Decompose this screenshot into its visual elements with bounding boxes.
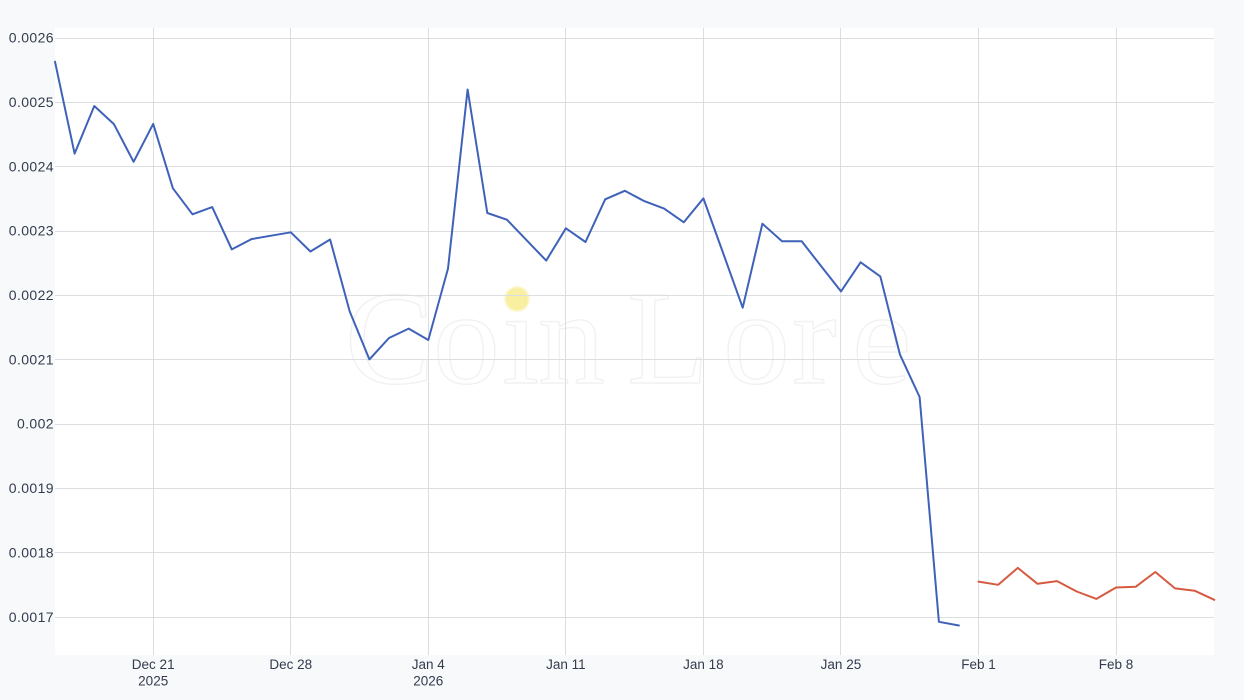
svg-text:Feb 1: Feb 1 <box>961 657 996 672</box>
svg-text:n: n <box>538 264 605 412</box>
svg-text:0.0022: 0.0022 <box>9 287 54 303</box>
svg-text:0.002: 0.002 <box>17 416 54 432</box>
svg-text:o: o <box>723 264 790 412</box>
svg-text:o: o <box>433 264 500 412</box>
svg-text:e: e <box>852 264 911 412</box>
svg-text:0.0019: 0.0019 <box>9 480 54 496</box>
svg-text:Feb 8: Feb 8 <box>1099 657 1134 672</box>
svg-text:0.0017: 0.0017 <box>9 609 54 625</box>
svg-text:0.0026: 0.0026 <box>9 30 54 46</box>
svg-text:0.0021: 0.0021 <box>9 351 54 367</box>
svg-text:0.0024: 0.0024 <box>9 158 54 174</box>
svg-text:Jan 11: Jan 11 <box>546 657 586 672</box>
svg-text:2025: 2025 <box>138 674 168 689</box>
svg-text:0.0025: 0.0025 <box>9 94 54 110</box>
svg-text:0.0018: 0.0018 <box>9 544 54 560</box>
svg-text:Jan 4: Jan 4 <box>412 657 446 672</box>
svg-text:r: r <box>792 264 837 412</box>
svg-text:Jan 18: Jan 18 <box>683 657 724 672</box>
svg-text:Dec 21: Dec 21 <box>132 657 175 672</box>
svg-text:Dec 28: Dec 28 <box>269 657 312 672</box>
svg-text:0.0023: 0.0023 <box>9 223 54 239</box>
svg-text:L: L <box>627 264 709 412</box>
svg-text:2026: 2026 <box>413 674 443 689</box>
svg-text:Jan 25: Jan 25 <box>821 657 862 672</box>
